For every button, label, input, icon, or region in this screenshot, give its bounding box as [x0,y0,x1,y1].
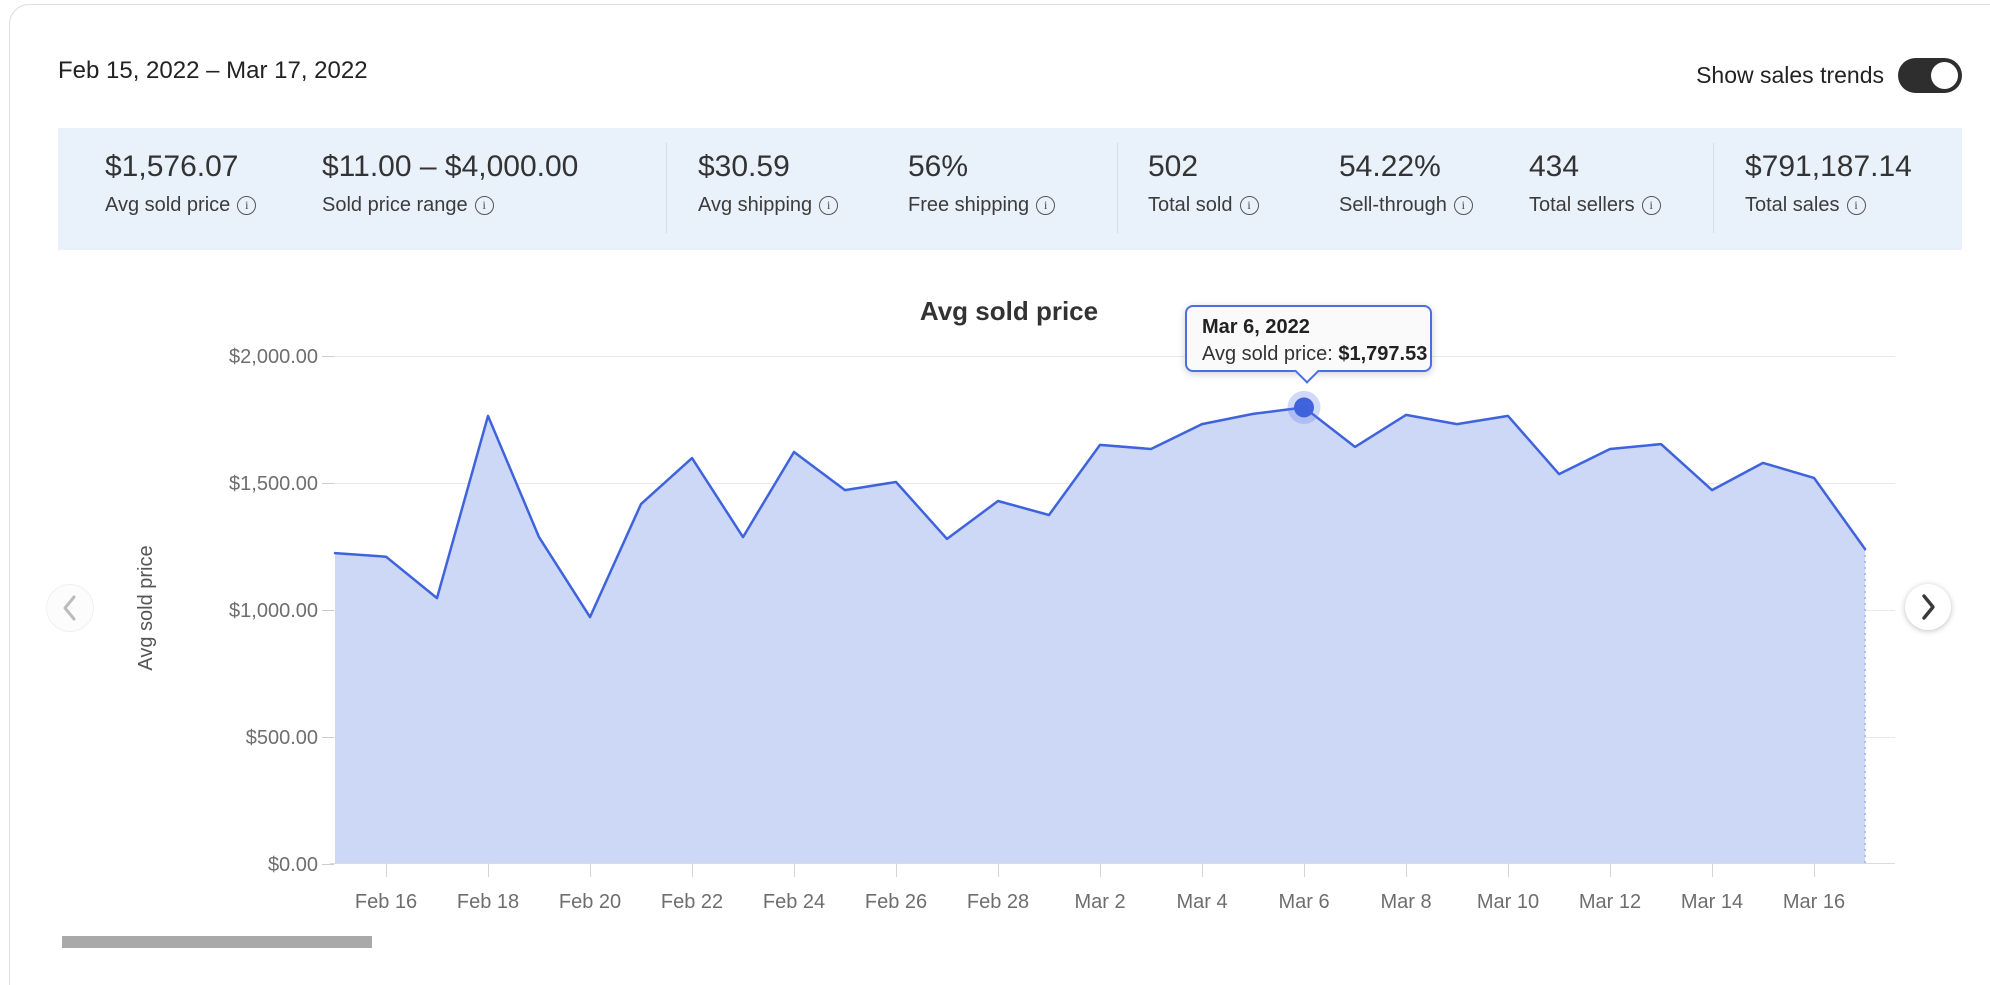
stat-label: Total sellers i [1529,194,1661,217]
info-icon[interactable]: i [819,196,839,215]
stat-sold-price-range: $11.00 – $4,000.00 Sold price range i [322,150,578,217]
y-tick-label: $1,500.00 [229,473,318,495]
chart-tooltip: Mar 6, 2022 Avg sold price: $1,797.53 [1185,305,1432,384]
stat-label-text: Avg shipping [698,194,813,216]
x-tick-label: Mar 16 [1783,891,1845,913]
stat-value: 54.22% [1339,150,1441,183]
info-icon[interactable]: i [1239,196,1259,215]
y-tick-label: $500.00 [246,727,318,749]
stat-label: Sold price range i [322,194,578,217]
stat-label: Sell-through i [1339,194,1473,217]
x-tick-label: Feb 18 [457,891,519,913]
stat-label: Total sales i [1745,194,1912,217]
info-icon[interactable]: i [1846,196,1866,215]
chevron-left-icon [63,595,76,621]
sales-trends-control: Show sales trends [1696,58,1962,93]
stat-label: Total sold i [1148,194,1259,217]
y-tick-label: $1,000.00 [229,600,318,622]
x-tick-label: Mar 6 [1278,891,1329,913]
prev-period-button[interactable] [46,584,94,632]
toggle-knob [1931,62,1958,89]
next-period-button[interactable] [1905,584,1951,630]
x-tick-label: Feb 20 [559,891,621,913]
stat-label-text: Total sold [1148,194,1233,216]
info-icon[interactable]: i [474,196,494,215]
stat-free-shipping: 56% Free shipping i [908,150,1056,217]
tooltip-metric-value: $1,797.53 [1338,343,1428,365]
x-tick-label: Mar 4 [1176,891,1227,913]
stats-group-divider [1117,143,1118,233]
info-icon[interactable]: i [1453,196,1473,215]
y-axis-title: Avg sold price [135,545,157,670]
stat-label: Avg sold price i [105,194,257,217]
x-tick-label: Mar 2 [1074,891,1125,913]
stats-group-divider [666,143,667,233]
stat-value: $791,187.14 [1745,150,1912,183]
stat-value: 434 [1529,150,1580,183]
x-tick-label: Feb 26 [865,891,927,913]
x-tick-label: Mar 10 [1477,891,1539,913]
stats-group-divider [1713,143,1714,233]
horizontal-scrollbar-thumb[interactable] [62,936,372,948]
y-tick-label: $2,000.00 [229,346,318,368]
stat-total-sales: $791,187.14 Total sales i [1745,150,1912,217]
stat-label-text: Sold price range [322,194,468,216]
show-sales-trends-toggle[interactable] [1898,58,1962,93]
stat-label-text: Sell-through [1339,194,1447,216]
stat-avg-shipping: $30.59 Avg shipping i [698,150,839,217]
x-tick-label: Feb 28 [967,891,1029,913]
x-tick-label: Feb 22 [661,891,723,913]
stat-label: Free shipping i [908,194,1056,217]
x-tick-label: Mar 8 [1380,891,1431,913]
stat-value: $11.00 – $4,000.00 [322,150,579,183]
x-tick-label: Feb 24 [763,891,825,913]
date-range-label: Feb 15, 2022 – Mar 17, 2022 [58,57,368,84]
tooltip-value-line: Avg sold price: $1,797.53 [1202,343,1430,366]
stat-label-text: Avg sold price [105,194,231,216]
tooltip-date: Mar 6, 2022 [1202,316,1310,338]
stat-value: 502 [1148,150,1199,183]
stat-label: Avg shipping i [698,194,839,217]
stat-label-text: Total sales [1745,194,1840,216]
chevron-right-icon [1922,594,1935,620]
tooltip-metric-label: Avg sold price: [1202,343,1339,365]
x-tick-label: Feb 16 [355,891,417,913]
info-icon[interactable]: i [237,196,257,215]
stat-value: 56% [908,150,969,183]
stat-label-text: Total sellers [1529,194,1635,216]
chart-title: Avg sold price [919,296,1099,326]
stat-value: $1,576.07 [105,150,239,183]
highlight-point [1294,397,1314,418]
stat-sell-through: 54.22% Sell-through i [1339,150,1473,217]
area-fill [335,407,1865,863]
info-icon[interactable]: i [1036,196,1056,215]
stat-label-text: Free shipping [908,194,1030,216]
stat-total-sold: 502 Total sold i [1148,150,1259,217]
x-tick-label: Mar 12 [1579,891,1641,913]
stats-bar: $1,576.07 Avg sold price i $11.00 – $4,000.… [58,128,1962,250]
x-tick-label: Mar 14 [1681,891,1743,913]
avg-sold-price-chart[interactable]: $0.00 $500.00 $1,000.00 $1,500.00 $2,000.00 F… [0,0,1990,944]
toggle-label: Show sales trends [1696,62,1884,88]
stat-avg-sold-price: $1,576.07 Avg sold price i [105,150,257,217]
stat-total-sellers: 434 Total sellers i [1529,150,1661,217]
y-tick-label: $0.00 [268,854,318,876]
series-line [333,406,1867,619]
info-icon[interactable]: i [1641,196,1661,215]
stat-value: $30.59 [698,150,790,183]
